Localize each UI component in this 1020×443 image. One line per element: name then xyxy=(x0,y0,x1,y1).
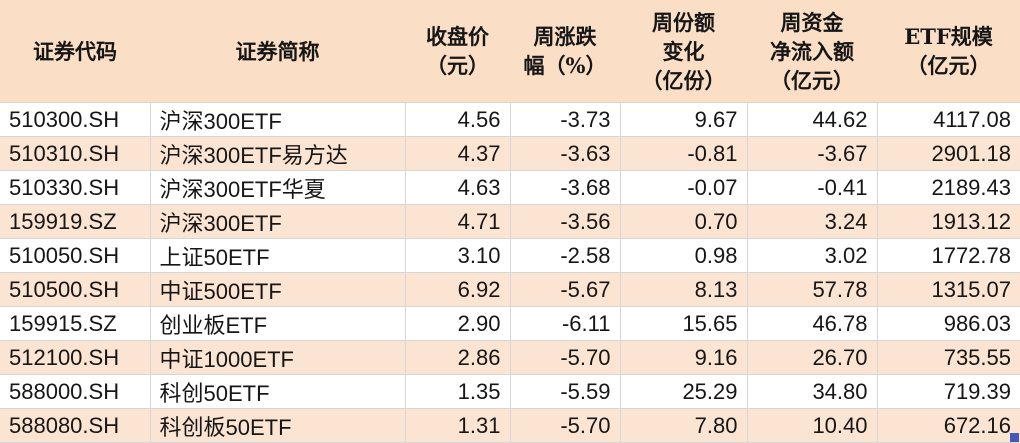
weekly-change-cell: -5.59 xyxy=(510,374,621,409)
share-change-cell: 8.13 xyxy=(620,272,748,307)
etf-scale-cell: 1772.78 xyxy=(877,238,1020,273)
name-cell: 中证500ETF xyxy=(150,272,406,307)
table-row: 512100.SH 中证1000ETF 2.86 -5.70 9.16 26.70 735.… xyxy=(0,340,1020,375)
weekly-change-cell: -5.70 xyxy=(510,408,621,443)
weekly-change-cell: -6.11 xyxy=(510,306,621,341)
etf-scale-cell: 735.55 xyxy=(877,340,1020,375)
close-price-cell: 4.56 xyxy=(405,102,511,137)
column-header-0: 证券代码 xyxy=(0,0,150,103)
code-cell: 588080.SH xyxy=(0,408,151,443)
code-cell: 510300.SH xyxy=(0,102,151,137)
table-row: 588080.SH 科创板50ETF 1.31 -5.70 7.80 10.40 672.1… xyxy=(0,408,1020,443)
net-inflow-cell: 3.24 xyxy=(747,204,878,239)
close-price-cell: 4.63 xyxy=(405,170,511,205)
name-cell: 中证1000ETF xyxy=(150,340,406,375)
etf-scale-cell: 2189.43 xyxy=(877,170,1020,205)
weekly-change-cell: -3.68 xyxy=(510,170,621,205)
close-price-cell: 3.10 xyxy=(405,238,511,273)
column-header-3: 周涨跌 幅（%） xyxy=(510,0,620,103)
net-inflow-cell: -3.67 xyxy=(747,136,878,171)
table-row: 510500.SH 中证500ETF 6.92 -5.67 8.13 57.78 1315.… xyxy=(0,272,1020,307)
etf-scale-cell: 1315.07 xyxy=(877,272,1020,307)
header-row: 证券代码 证券简称 收盘价 （元） 周涨跌 幅（%） 周份额 变化 （亿份） 周资金 净流… xyxy=(0,0,1020,103)
share-change-cell: 9.16 xyxy=(620,340,748,375)
name-cell: 沪深300ETF易方达 xyxy=(150,136,406,171)
net-inflow-cell: 44.62 xyxy=(747,102,878,137)
net-inflow-cell: 57.78 xyxy=(747,272,878,307)
share-change-cell: 9.67 xyxy=(620,102,748,137)
name-cell: 上证50ETF xyxy=(150,238,406,273)
code-cell: 588000.SH xyxy=(0,374,151,409)
name-cell: 科创板50ETF xyxy=(150,408,406,443)
close-price-cell: 1.31 xyxy=(405,408,511,443)
net-inflow-cell: 3.02 xyxy=(747,238,878,273)
table-row: 510310.SH 沪深300ETF易方达 4.37 -3.63 -0.81 -3.67 2… xyxy=(0,136,1020,171)
name-cell: 沪深300ETF xyxy=(150,102,406,137)
share-change-cell: 0.98 xyxy=(620,238,748,273)
weekly-change-cell: -3.63 xyxy=(510,136,621,171)
close-price-cell: 2.90 xyxy=(405,306,511,341)
etf-scale-cell: 2901.18 xyxy=(877,136,1020,171)
table-row: 588000.SH 科创50ETF 1.35 -5.59 25.29 34.80 719.3… xyxy=(0,374,1020,409)
code-cell: 159919.SZ xyxy=(0,204,151,239)
share-change-cell: 25.29 xyxy=(620,374,748,409)
share-change-cell: -0.81 xyxy=(620,136,748,171)
share-change-cell: -0.07 xyxy=(620,170,748,205)
close-price-cell: 4.71 xyxy=(405,204,511,239)
code-cell: 510500.SH xyxy=(0,272,151,307)
etf-scale-cell: 672.16 xyxy=(877,408,1020,443)
table-row: 159919.SZ 沪深300ETF 4.71 -3.56 0.70 3.24 1913.1… xyxy=(0,204,1020,239)
table-row: 510300.SH 沪深300ETF 4.56 -3.73 9.67 44.62 4117.… xyxy=(0,102,1020,137)
name-cell: 创业板ETF xyxy=(150,306,406,341)
close-price-cell: 4.37 xyxy=(405,136,511,171)
weekly-change-cell: -5.67 xyxy=(510,272,621,307)
etf-scale-cell: 1913.12 xyxy=(877,204,1020,239)
table-row: 159915.SZ 创业板ETF 2.90 -6.11 15.65 46.78 986.03 xyxy=(0,306,1020,341)
weekly-change-cell: -3.73 xyxy=(510,102,621,137)
code-cell: 512100.SH xyxy=(0,340,151,375)
close-price-cell: 6.92 xyxy=(405,272,511,307)
name-cell: 科创50ETF xyxy=(150,374,406,409)
etf-scale-cell: 986.03 xyxy=(877,306,1020,341)
table-body: 510300.SH 沪深300ETF 4.56 -3.73 9.67 44.62 4117.… xyxy=(0,102,1020,443)
close-price-cell: 2.86 xyxy=(405,340,511,375)
column-header-1: 证券简称 xyxy=(150,0,405,103)
close-price-cell: 1.35 xyxy=(405,374,511,409)
code-cell: 510310.SH xyxy=(0,136,151,171)
selection-fill-handle xyxy=(1010,433,1019,442)
net-inflow-cell: 10.40 xyxy=(747,408,878,443)
column-header-6: ETF规模 （亿元） xyxy=(877,0,1020,103)
table-row: 510050.SH 上证50ETF 3.10 -2.58 0.98 3.02 1772.78 xyxy=(0,238,1020,273)
code-cell: 510330.SH xyxy=(0,170,151,205)
column-header-2: 收盘价 （元） xyxy=(405,0,510,103)
name-cell: 沪深300ETF xyxy=(150,204,406,239)
net-inflow-cell: -0.41 xyxy=(747,170,878,205)
net-inflow-cell: 46.78 xyxy=(747,306,878,341)
net-inflow-cell: 26.70 xyxy=(747,340,878,375)
share-change-cell: 0.70 xyxy=(620,204,748,239)
table-row: 510330.SH 沪深300ETF华夏 4.63 -3.68 -0.07 -0.41 21… xyxy=(0,170,1020,205)
column-header-4: 周份额 变化 （亿份） xyxy=(620,0,747,103)
etf-scale-cell: 719.39 xyxy=(877,374,1020,409)
code-cell: 159915.SZ xyxy=(0,306,151,341)
weekly-change-cell: -5.70 xyxy=(510,340,621,375)
share-change-cell: 15.65 xyxy=(620,306,748,341)
share-change-cell: 7.80 xyxy=(620,408,748,443)
column-header-5: 周资金 净流入额 （亿元） xyxy=(747,0,877,103)
etf-scale-cell: 4117.08 xyxy=(877,102,1020,137)
name-cell: 沪深300ETF华夏 xyxy=(150,170,406,205)
weekly-change-cell: -3.56 xyxy=(510,204,621,239)
code-cell: 510050.SH xyxy=(0,238,151,273)
weekly-change-cell: -2.58 xyxy=(510,238,621,273)
net-inflow-cell: 34.80 xyxy=(747,374,878,409)
